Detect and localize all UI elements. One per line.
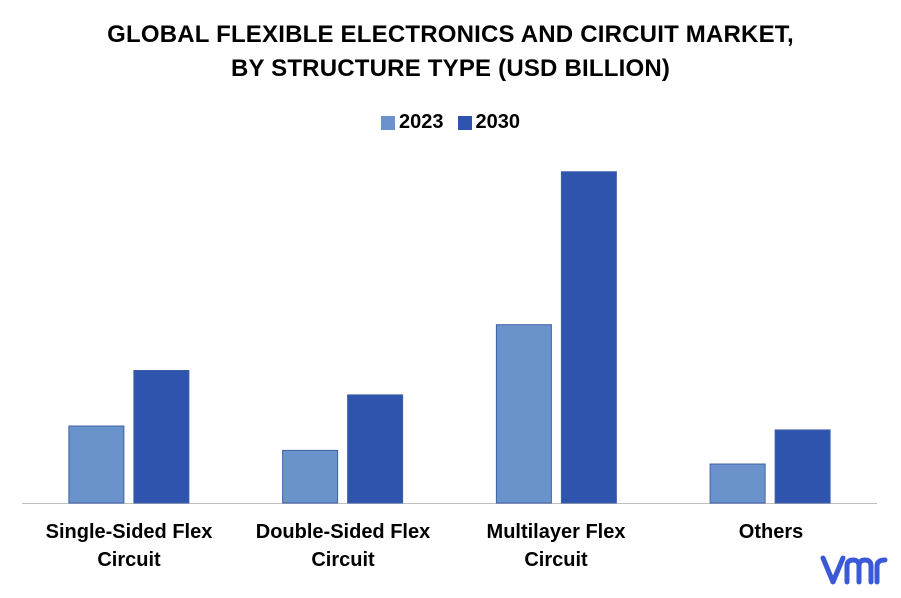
bar-2023-others: [709, 463, 766, 504]
category-label-line: Circuit: [97, 549, 161, 571]
legend-swatch-2030: [457, 115, 472, 130]
chart-title-line-2: BY STRUCTURE TYPE (USD BILLION): [230, 55, 671, 82]
bar-2030-double-sided-flex-circuit: [347, 394, 404, 504]
chart-title: GLOBAL FLEXIBLE ELECTRONICS AND CIRCUIT …: [0, 18, 901, 86]
category-label-line: Double-Sided Flex: [255, 521, 431, 543]
chart-legend: 2023 2030: [0, 111, 901, 134]
vmr-logo-mark: [820, 555, 888, 585]
bar-2030-multilayer-flex-circuit: [560, 171, 617, 504]
vmr-logo: [820, 555, 888, 585]
category-label-single-sided: Single-Sided Flex Circuit: [29, 518, 229, 574]
category-label-others: Others: [671, 518, 871, 546]
bar-2030-single-sided-flex-circuit: [133, 369, 190, 504]
category-label-double-sided: Double-Sided Flex Circuit: [243, 518, 443, 574]
bar-2030-others: [774, 429, 831, 504]
legend-swatch-2023: [381, 115, 395, 130]
category-label-line: Others: [738, 521, 804, 543]
bar-2023-single-sided-flex-circuit: [68, 425, 125, 504]
bar-2023-multilayer-flex-circuit: [495, 324, 552, 504]
bar-2023-double-sided-flex-circuit: [282, 449, 339, 504]
category-label-line: Circuit: [311, 549, 375, 571]
legend-label-2023: 2023: [399, 111, 444, 133]
legend-label-2030: 2030: [475, 111, 521, 133]
chart-title-line-1: GLOBAL FLEXIBLE ELECTRONICS AND CIRCUIT …: [107, 21, 794, 48]
category-label-line: Single-Sided Flex: [45, 521, 213, 543]
legend-item-2023: 2023: [381, 111, 444, 134]
category-label-multilayer: Multilayer Flex Circuit: [456, 518, 656, 574]
legend-item-2030: 2030: [457, 111, 521, 134]
category-label-line: Multilayer Flex Circuit: [486, 521, 626, 571]
